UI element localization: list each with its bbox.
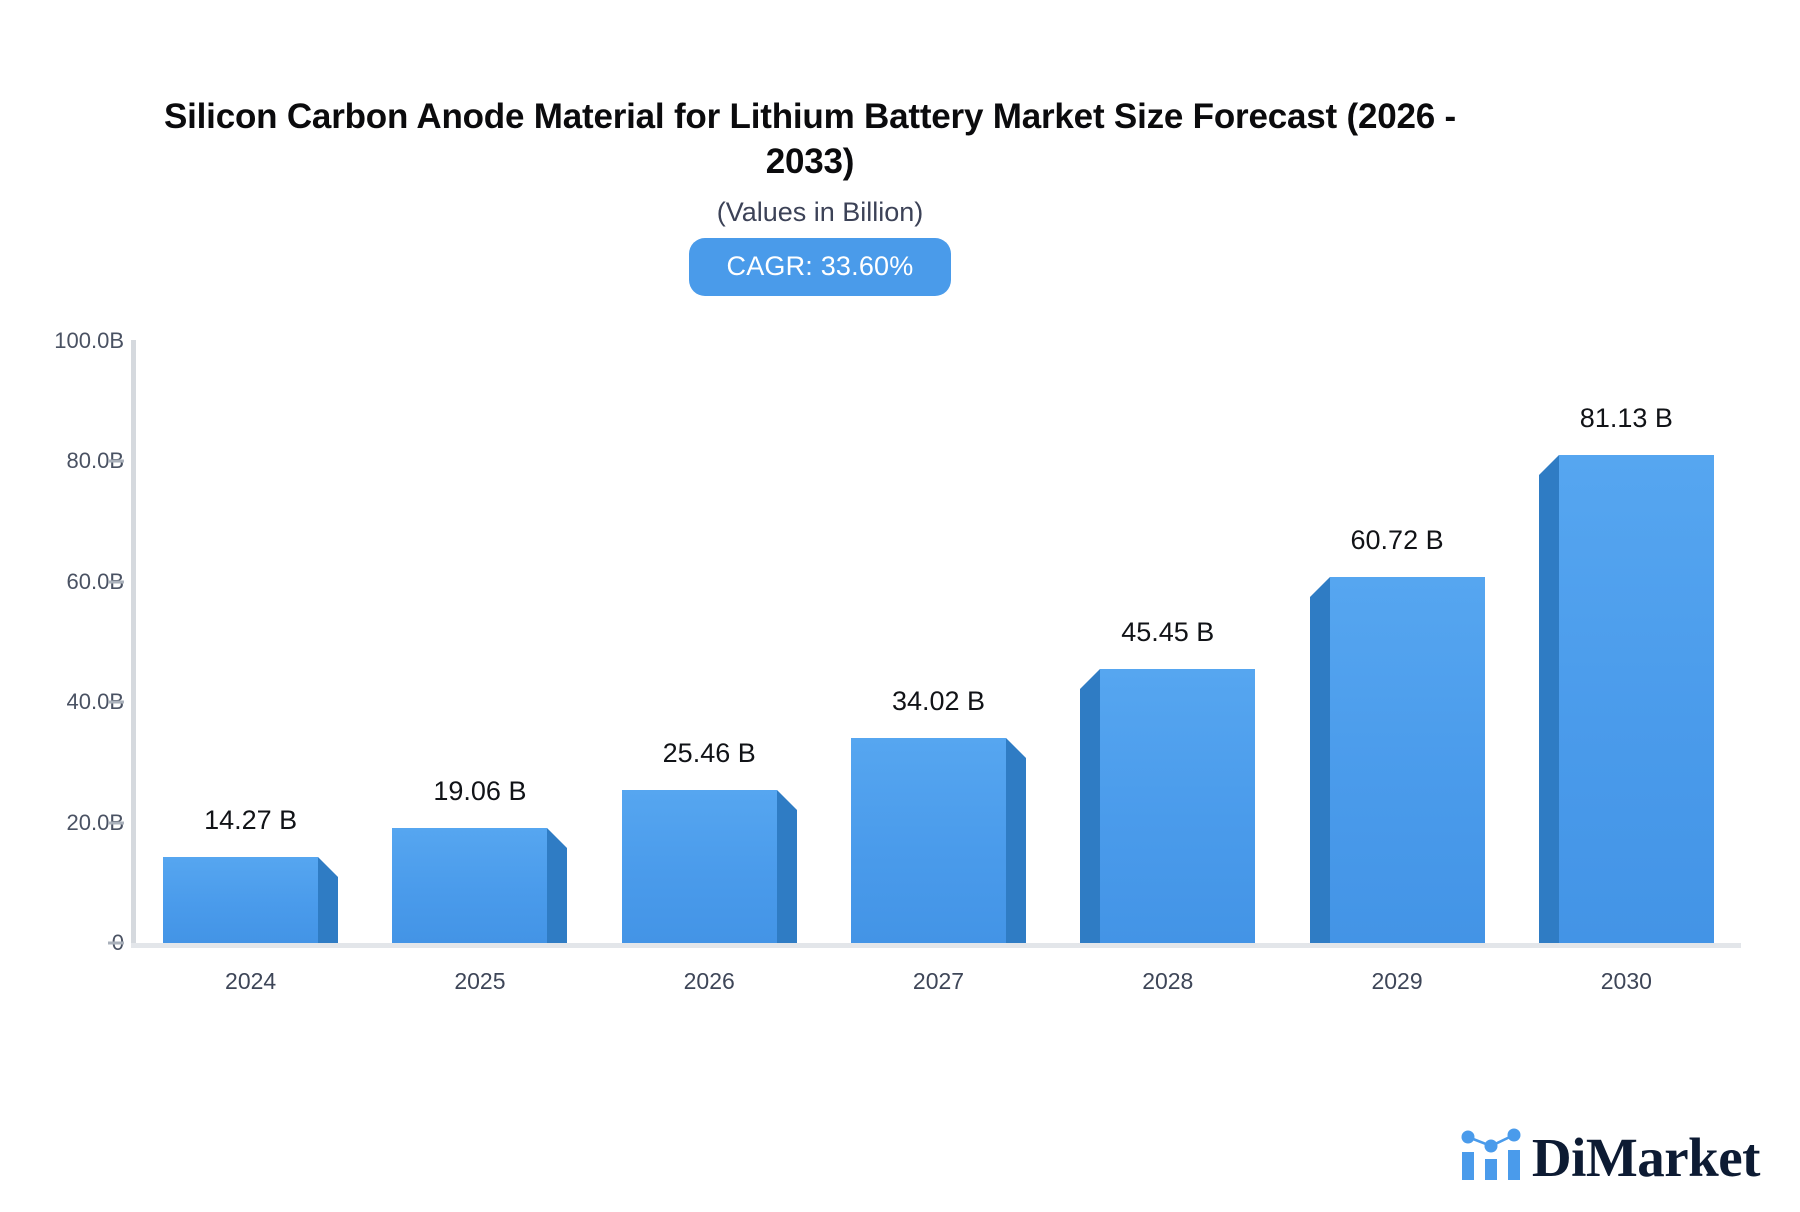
bar-side-face xyxy=(318,877,339,943)
chart-header: Silicon Carbon Anode Material for Lithiu… xyxy=(0,0,1800,296)
x-axis-tick-label: 2030 xyxy=(1600,968,1652,994)
bar-front-face xyxy=(1100,669,1256,943)
x-axis-tick-label: 2029 xyxy=(1371,968,1423,994)
bar-value-label: 81.13 B xyxy=(1579,402,1673,433)
dimarket-logo: DiMarket xyxy=(1460,1124,1761,1188)
bar-side-face xyxy=(1080,689,1101,943)
bar-front-face xyxy=(1329,577,1485,943)
bar-value-label: 19.06 B xyxy=(433,776,527,807)
bar-side-face xyxy=(776,809,797,943)
bar-top-bevel xyxy=(1006,738,1026,759)
bar-value-label: 45.45 B xyxy=(1121,617,1215,648)
bar-top-bevel xyxy=(1080,669,1101,690)
bar-value-label: 60.72 B xyxy=(1350,525,1444,556)
bar-top-bevel xyxy=(776,789,797,810)
bar-side-face xyxy=(1538,474,1559,943)
bar-value-label: 25.46 B xyxy=(662,737,756,768)
bar-chart-icon xyxy=(1461,1128,1521,1180)
bar-front-face xyxy=(1558,454,1714,943)
bar-value-label: 34.02 B xyxy=(891,686,986,717)
x-axis-tick-label: 2028 xyxy=(1142,968,1194,994)
bar-front-face xyxy=(392,828,548,943)
x-axis-line xyxy=(131,943,1741,948)
y-axis-tick-mark xyxy=(108,580,124,584)
y-axis-line xyxy=(131,340,136,945)
bar-side-face xyxy=(547,848,568,943)
bar-side-face xyxy=(1309,597,1330,943)
y-axis-tick-mark xyxy=(108,459,124,463)
y-axis-tick-mark xyxy=(108,941,124,945)
bar-value-label: 14.27 B xyxy=(204,805,298,836)
cagr-badge-container: CAGR: 33.60% xyxy=(0,228,1800,296)
y-axis-tick-label: 100.0B xyxy=(54,328,124,353)
logo-text: DiMarket xyxy=(1531,1126,1761,1188)
bar-top-bevel xyxy=(547,828,568,849)
x-axis-tick-label: 2024 xyxy=(225,968,277,994)
x-axis-tick-label: 2026 xyxy=(683,968,735,994)
bar-front-face xyxy=(851,738,1006,943)
bar-front-face xyxy=(163,857,319,943)
y-axis-tick-mark xyxy=(108,821,124,825)
bar-top-bevel xyxy=(1309,577,1330,598)
bar-top-bevel xyxy=(318,857,339,878)
y-axis-tick-mark xyxy=(108,700,124,704)
x-axis-tick-label: 2027 xyxy=(912,968,965,994)
x-axis-tick-label: 2025 xyxy=(454,968,506,994)
cagr-badge: CAGR: 33.60% xyxy=(688,237,952,296)
bar-side-face xyxy=(1006,758,1026,943)
bar-front-face xyxy=(621,789,777,943)
chart-subtitle: (Values in Billion) xyxy=(716,196,924,227)
bar-top-bevel xyxy=(1538,454,1559,475)
chart-title: Silicon Carbon Anode Material for Lithiu… xyxy=(163,97,1456,181)
